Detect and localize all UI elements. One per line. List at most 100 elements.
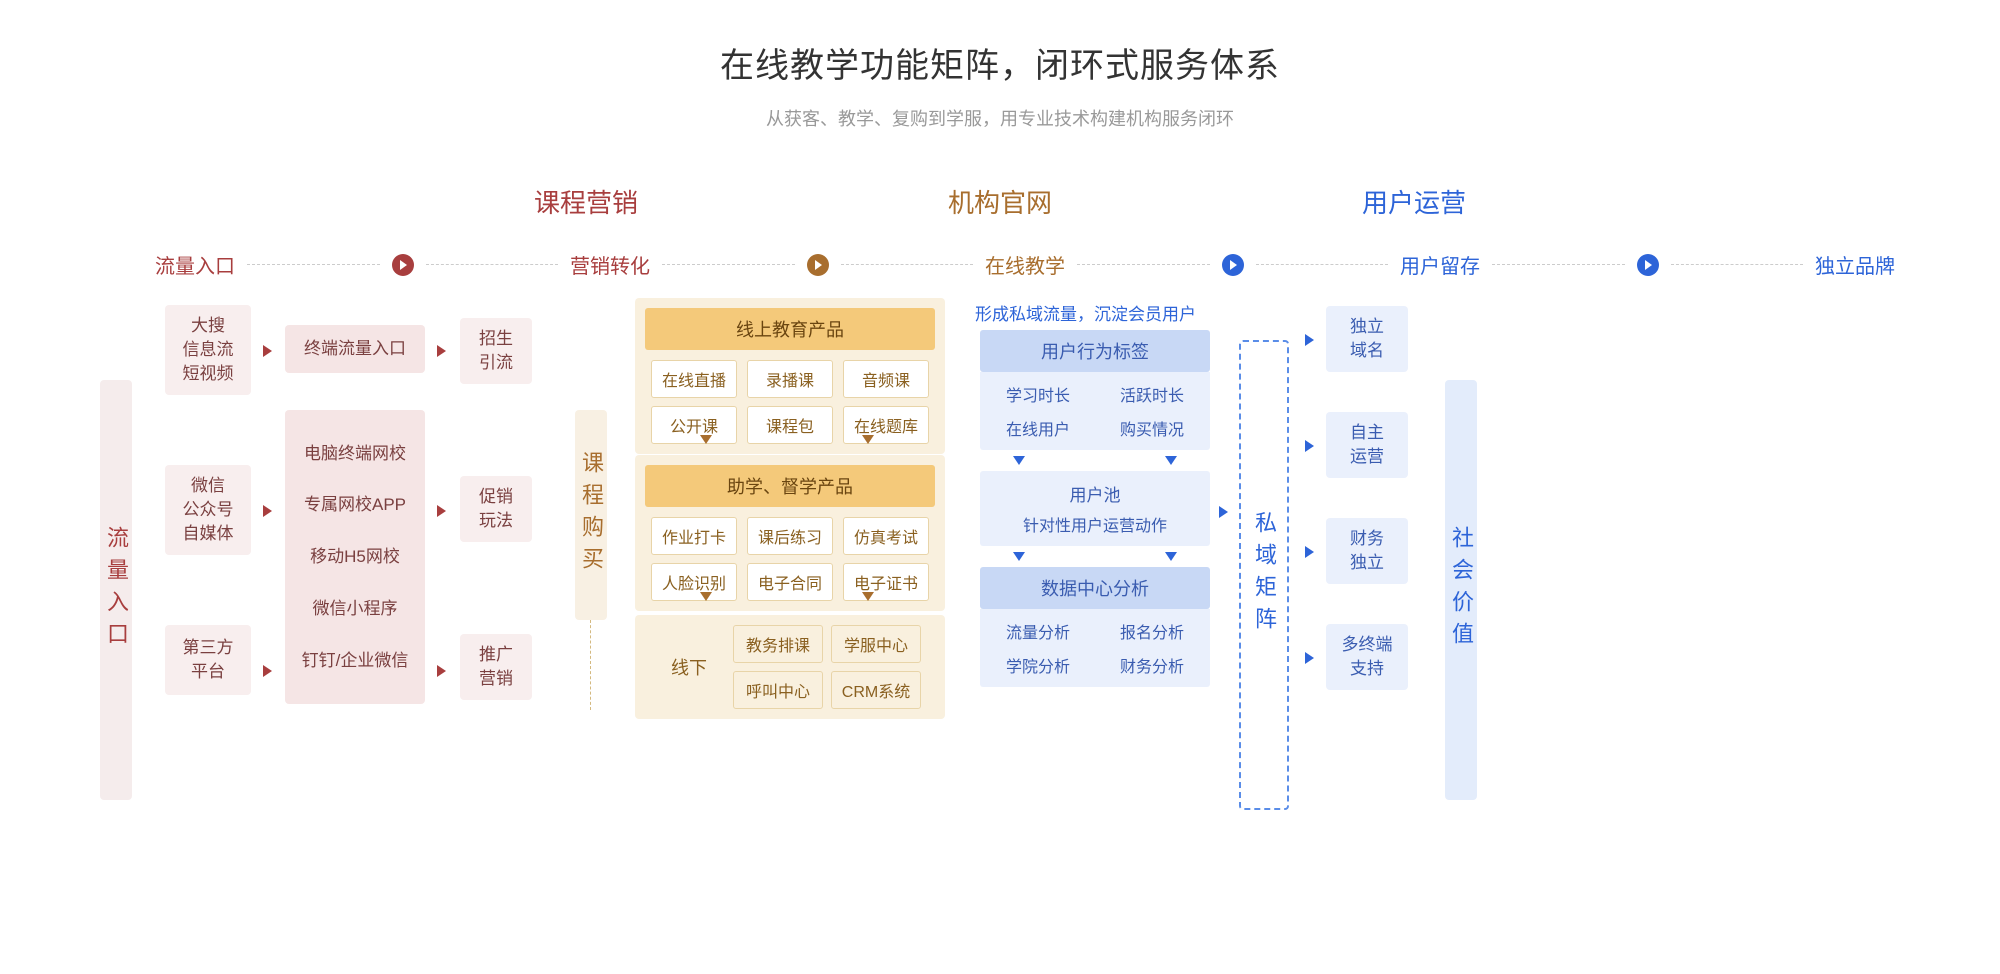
arrow-icon — [1305, 546, 1314, 558]
dashed-line — [1077, 264, 1210, 265]
arrow-icon — [1013, 456, 1025, 465]
play-icon — [1637, 254, 1659, 276]
box-source-a: 大搜 信息流 短视频 — [165, 305, 251, 395]
group2-head: 助学、督学产品 — [645, 465, 935, 507]
box-brand-b: 自主 运营 — [1326, 412, 1408, 478]
sub-teaching: 在线教学 — [985, 250, 1065, 279]
terminal-b1: 电脑终端网校 — [304, 442, 406, 466]
chip: 学服中心 — [831, 625, 921, 663]
blue-group2-sub: 针对性用户运营动作 — [1023, 512, 1167, 536]
dashed-line — [1256, 264, 1389, 265]
arrow-icon — [437, 505, 446, 517]
vbar-social-value: 社会价值 — [1445, 380, 1477, 800]
vertical-dashed — [590, 620, 591, 710]
subheader-row: 流量入口 营销转化 在线教学 用户留存 独立品牌 — [155, 250, 1895, 279]
box-convert-b: 促销 玩法 — [460, 476, 532, 542]
arrow-icon — [1013, 552, 1025, 561]
chip: 音频课 — [843, 360, 929, 398]
box-terminal-group: 电脑终端网校 专属网校APP 移动H5网校 微信小程序 钉钉/企业微信 — [285, 410, 425, 704]
page-title: 在线教学功能矩阵，闭环式服务体系 — [0, 0, 2000, 87]
dashed-line — [426, 264, 559, 265]
arrow-icon — [1305, 440, 1314, 452]
arrow-icon — [700, 592, 712, 601]
pair-item: 流量分析 — [1006, 619, 1070, 643]
blue-group2-head: 用户池 — [1070, 481, 1121, 506]
arrow-icon — [1165, 552, 1177, 561]
blue-group1-head: 用户行为标签 — [980, 330, 1210, 372]
vbar-course-purchase: 课程购买 — [575, 410, 607, 620]
blue-group3-head: 数据中心分析 — [980, 567, 1210, 609]
arrow-icon — [263, 665, 272, 677]
terminal-b5: 钉钉/企业微信 — [302, 649, 409, 673]
vbar-private-matrix: 私域矩阵 — [1239, 340, 1289, 810]
arrow-icon — [862, 592, 874, 601]
section-operations: 用户运营 — [1362, 183, 1466, 220]
play-icon — [392, 254, 414, 276]
blue-stack: 用户行为标签 学习时长 活跃时长 在线用户 购买情况 用户池 针对性用户运营动作 数… — [975, 330, 1215, 687]
terminal-b2: 专属网校APP — [304, 493, 406, 517]
arrow-icon — [1165, 456, 1177, 465]
dashed-line — [247, 264, 380, 265]
arrow-icon — [1219, 506, 1228, 518]
arrow-down-pair — [700, 592, 874, 601]
sub-conversion: 营销转化 — [570, 250, 650, 279]
pair-item: 购买情况 — [1120, 416, 1184, 440]
group1-head: 线上教育产品 — [645, 308, 935, 350]
box-source-b: 微信 公众号 自媒体 — [165, 465, 251, 555]
col-brand: 独立 域名 自主 运营 财务 独立 多终端 支持 — [1326, 306, 1408, 690]
box-brand-a: 独立 域名 — [1326, 306, 1408, 372]
pair-item: 学院分析 — [1006, 653, 1070, 677]
col-sources: 大搜 信息流 短视频 微信 公众号 自媒体 第三方 平台 — [165, 305, 251, 695]
pair-item: 财务分析 — [1120, 653, 1184, 677]
diagram-canvas: 流量入口 营销转化 在线教学 用户留存 独立品牌 流量入口 课程购买 私域矩阵 … — [0, 250, 2000, 950]
arrow-icon — [1305, 652, 1314, 664]
group-study-products: 助学、督学产品 作业打卡 课后练习 仿真考试 人脸识别 电子合同 电子证书 — [635, 455, 945, 611]
box-convert-a: 招生 引流 — [460, 318, 532, 384]
arrow-icon — [1305, 334, 1314, 346]
arrow-icon — [263, 505, 272, 517]
group-online-products: 线上教育产品 在线直播 录播课 音频课 公开课 课程包 在线题库 — [635, 298, 945, 454]
box-terminal-a: 终端流量入口 — [285, 325, 425, 373]
chip: 课后练习 — [747, 517, 833, 555]
box-brand-d: 多终端 支持 — [1326, 624, 1408, 690]
arrow-down-pair — [700, 435, 874, 444]
col-convert: 招生 引流 促销 玩法 推广 营销 — [460, 318, 532, 700]
sub-traffic: 流量入口 — [155, 250, 235, 279]
box-brand-c: 财务 独立 — [1326, 518, 1408, 584]
pair-item: 学习时长 — [1006, 382, 1070, 406]
arrow-icon — [437, 345, 446, 357]
chip: 呼叫中心 — [733, 671, 823, 709]
sub-brand: 独立品牌 — [1815, 250, 1895, 279]
play-icon — [1222, 254, 1244, 276]
arrow-icon — [437, 665, 446, 677]
chip: CRM系统 — [831, 671, 921, 709]
pair-item: 活跃时长 — [1120, 382, 1184, 406]
blue-caption: 形成私域流量，沉淀会员用户 — [975, 300, 1196, 325]
section-website: 机构官网 — [948, 183, 1052, 220]
dashed-line — [1492, 264, 1625, 265]
arrow-icon — [700, 435, 712, 444]
chip: 教务排课 — [733, 625, 823, 663]
pair-item: 报名分析 — [1120, 619, 1184, 643]
section-marketing: 课程营销 — [534, 183, 638, 220]
sub-retention: 用户留存 — [1400, 250, 1480, 279]
chip: 在线直播 — [651, 360, 737, 398]
dashed-line — [662, 264, 795, 265]
arrow-icon — [862, 435, 874, 444]
chip: 作业打卡 — [651, 517, 737, 555]
vbar-traffic-entry: 流量入口 — [100, 380, 132, 800]
page-subtitle: 从获客、教学、复购到学服，用专业技术构建机构服务闭环 — [0, 105, 2000, 131]
offline-row: 线下 教务排课 学服中心 呼叫中心 CRM系统 — [635, 615, 945, 719]
terminal-b4: 微信小程序 — [313, 597, 398, 621]
section-headers: 课程营销 机构官网 用户运营 — [0, 183, 2000, 220]
box-source-c: 第三方 平台 — [165, 625, 251, 695]
dashed-line — [1671, 264, 1804, 265]
offline-label: 线下 — [645, 654, 733, 680]
chip: 仿真考试 — [843, 517, 929, 555]
play-icon — [807, 254, 829, 276]
arrow-icon — [263, 345, 272, 357]
terminal-b3: 移动H5网校 — [310, 545, 400, 569]
pair-item: 在线用户 — [1006, 416, 1070, 440]
chip: 录播课 — [747, 360, 833, 398]
box-convert-c: 推广 营销 — [460, 634, 532, 700]
